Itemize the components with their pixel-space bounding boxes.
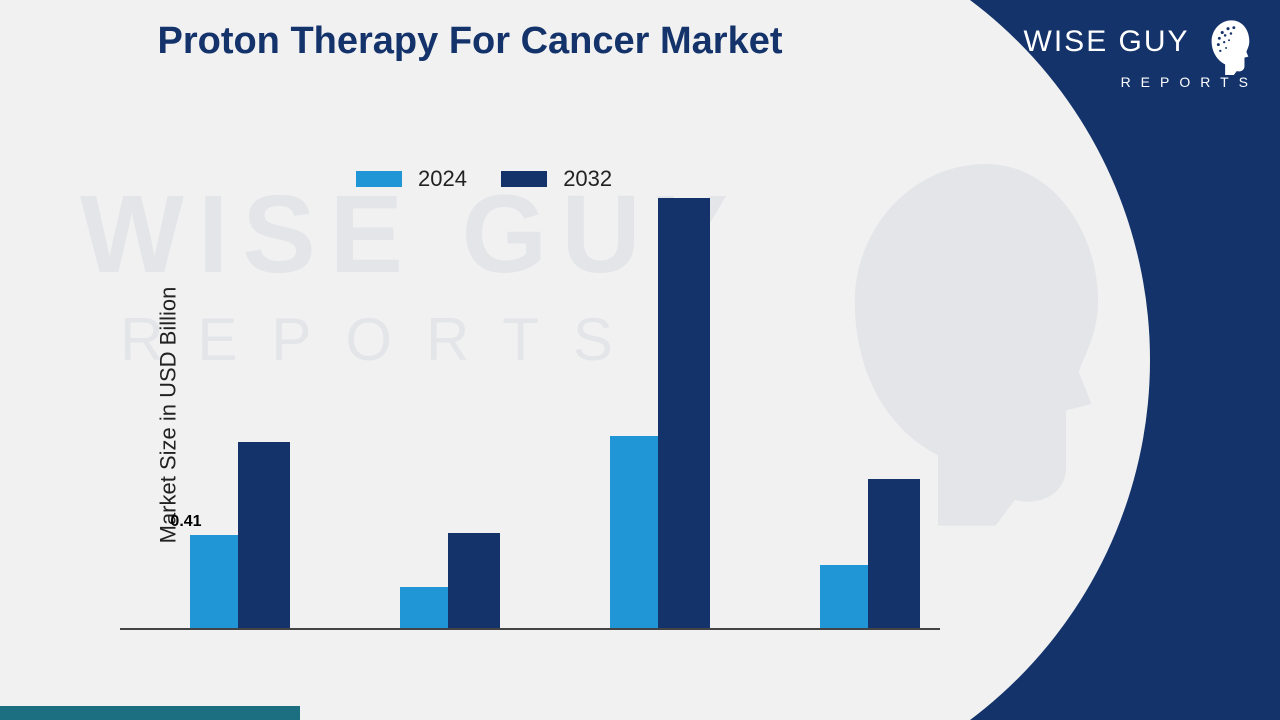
logo-line2: REPORTS xyxy=(1024,74,1258,90)
bar xyxy=(868,479,920,628)
bar xyxy=(820,565,872,628)
brand-logo: WISE GUY REPORTS xyxy=(1024,18,1258,90)
bar xyxy=(238,442,290,628)
plot-area: 0.41ProstateCancerLungCancerBreastCancer… xyxy=(120,200,940,630)
bar xyxy=(448,533,500,628)
x-axis-baseline xyxy=(120,628,940,630)
legend-label-2032: 2032 xyxy=(563,166,612,191)
bottom-accent-bar xyxy=(0,706,300,720)
chart-area: Market Size in USD Billion 0.41ProstateC… xyxy=(100,200,940,630)
bar-value-label: 0.41 xyxy=(160,513,212,531)
legend-swatch-2032 xyxy=(501,171,547,187)
chart-title: Proton Therapy For Cancer Market xyxy=(0,20,940,63)
bar xyxy=(658,198,710,628)
legend: 2024 2032 xyxy=(0,165,940,192)
legend-label-2024: 2024 xyxy=(418,166,467,191)
bar xyxy=(610,436,662,628)
bar xyxy=(190,535,242,628)
logo-line1: WISE GUY xyxy=(1024,25,1190,58)
legend-swatch-2024 xyxy=(356,171,402,187)
logo-head-icon xyxy=(1200,18,1258,76)
bar xyxy=(400,587,452,628)
